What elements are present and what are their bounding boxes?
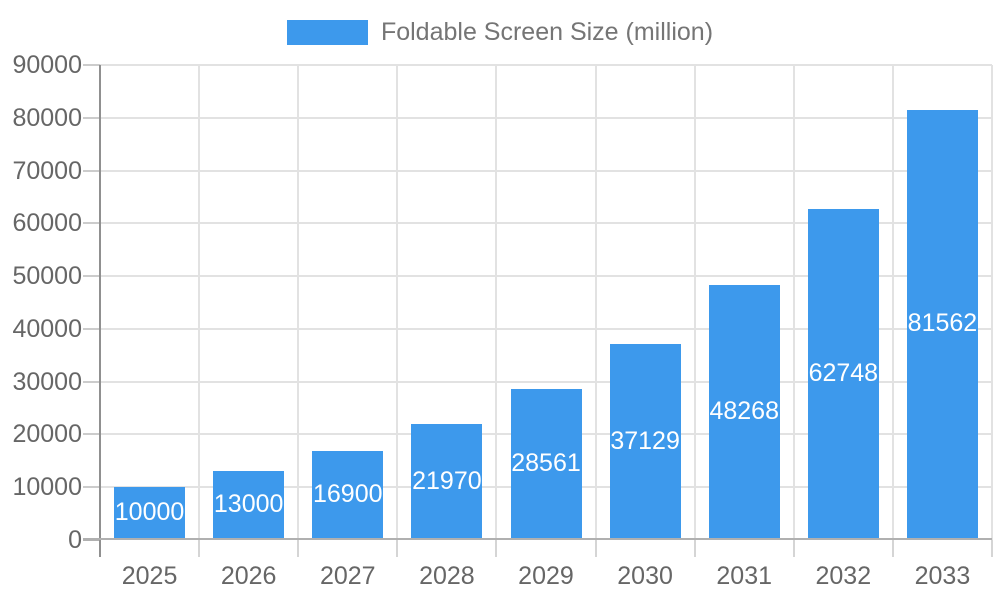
x-axis-tick bbox=[594, 540, 597, 557]
legend-label: Foldable Screen Size (million) bbox=[380, 18, 714, 46]
y-axis-label: 90000 bbox=[12, 51, 82, 79]
y-axis-tick bbox=[83, 116, 100, 119]
y-axis-tick bbox=[83, 433, 100, 436]
y-gridline bbox=[100, 275, 992, 278]
bar-2029[interactable]: 28561 bbox=[510, 389, 582, 538]
y-axis-line bbox=[99, 65, 101, 557]
x-axis-label: 2029 bbox=[518, 562, 574, 590]
x-axis-line bbox=[83, 538, 992, 540]
x-axis-label: 2026 bbox=[220, 562, 277, 590]
bar-2030[interactable]: 37129 bbox=[609, 344, 681, 538]
x-gridline bbox=[891, 65, 894, 540]
x-axis-tick bbox=[891, 540, 894, 557]
x-axis-tick bbox=[396, 540, 399, 557]
bar-value-label: 21970 bbox=[412, 466, 482, 495]
bar-2026[interactable]: 13000 bbox=[213, 471, 285, 538]
bar-2033[interactable]: 81562 bbox=[906, 109, 978, 538]
x-axis-label: 2032 bbox=[815, 562, 872, 590]
bar-2031[interactable]: 48268 bbox=[708, 285, 780, 538]
x-axis-label: 2031 bbox=[716, 562, 773, 590]
x-axis-label: 2027 bbox=[319, 562, 376, 590]
bar-value-label: 13000 bbox=[213, 490, 284, 519]
x-axis-tick bbox=[198, 540, 201, 557]
y-axis-label: 20000 bbox=[12, 420, 82, 449]
x-axis-tick bbox=[693, 540, 696, 557]
bar-value-label: 62748 bbox=[808, 358, 879, 387]
bar-value-label: 48268 bbox=[709, 397, 779, 426]
bar-2028[interactable]: 21970 bbox=[411, 424, 483, 538]
x-axis-label: 2033 bbox=[914, 562, 971, 590]
legend-swatch-icon bbox=[286, 19, 368, 45]
x-gridline bbox=[198, 65, 201, 540]
bar-value-label: 16900 bbox=[313, 479, 383, 508]
y-axis-label: 30000 bbox=[12, 367, 82, 396]
y-axis-label: 80000 bbox=[12, 103, 82, 132]
y-gridline bbox=[100, 169, 992, 172]
y-axis-label: 0 bbox=[68, 526, 82, 554]
y-axis-tick bbox=[83, 64, 100, 66]
y-axis-tick bbox=[83, 222, 100, 225]
y-gridline bbox=[100, 327, 992, 330]
y-gridline bbox=[100, 380, 992, 383]
bar-value-label: 28561 bbox=[511, 449, 581, 478]
x-axis-tick bbox=[991, 540, 993, 557]
x-gridline bbox=[693, 65, 696, 540]
x-axis-tick bbox=[495, 540, 498, 557]
x-axis-tick bbox=[792, 540, 795, 557]
x-axis-label: 2030 bbox=[617, 562, 673, 590]
y-gridline bbox=[100, 222, 992, 225]
y-axis-tick bbox=[83, 486, 100, 489]
y-axis-label: 70000 bbox=[12, 156, 82, 185]
x-axis-label: 2028 bbox=[419, 562, 475, 590]
x-gridline bbox=[991, 65, 993, 540]
x-gridline bbox=[792, 65, 795, 540]
plot-area: 0 10000 20000 30000 40000 50000 60000 70000 8000… bbox=[12, 51, 993, 590]
bar-value-label: 37129 bbox=[610, 426, 680, 455]
y-axis-tick bbox=[83, 327, 100, 330]
bar-2025[interactable]: 10000 bbox=[114, 487, 186, 538]
y-axis-tick bbox=[83, 275, 100, 278]
y-axis-label: 60000 bbox=[12, 209, 82, 238]
x-gridline bbox=[297, 65, 300, 540]
bar-value-label: 81562 bbox=[907, 309, 978, 338]
bar-2027[interactable]: 16900 bbox=[312, 450, 384, 538]
x-axis-tick bbox=[297, 540, 300, 557]
x-gridline bbox=[594, 65, 597, 540]
x-axis-label: 2025 bbox=[121, 562, 178, 590]
y-axis-tick bbox=[83, 380, 100, 383]
legend-item[interactable]: Foldable Screen Size (million) bbox=[0, 17, 1000, 47]
y-axis-tick bbox=[83, 539, 100, 541]
bar-2032[interactable]: 62748 bbox=[807, 208, 879, 538]
y-gridline bbox=[100, 116, 992, 119]
x-gridline bbox=[495, 65, 498, 540]
y-gridline bbox=[100, 64, 992, 66]
bar-value-label: 10000 bbox=[114, 498, 185, 527]
y-axis-label: 10000 bbox=[12, 473, 82, 502]
x-gridline bbox=[396, 65, 399, 540]
y-axis-label: 50000 bbox=[12, 262, 82, 291]
y-axis-tick bbox=[83, 169, 100, 172]
y-axis-label: 40000 bbox=[12, 314, 82, 343]
